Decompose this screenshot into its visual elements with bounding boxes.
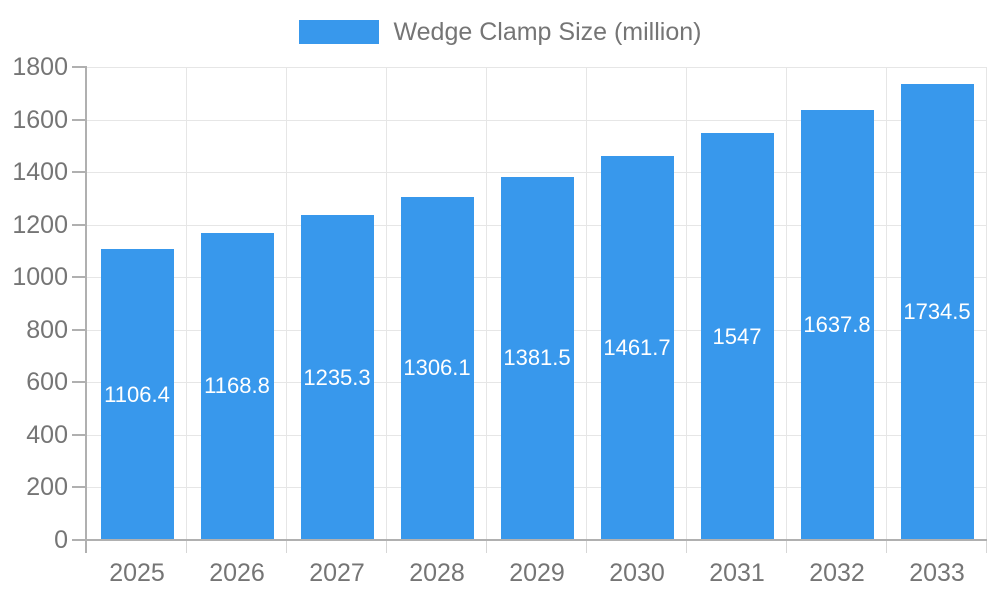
y-axis-tick	[72, 433, 87, 436]
bar-2026[interactable]	[200, 232, 274, 540]
bar-value-label: 1235.3	[303, 364, 371, 390]
y-axis-tick	[72, 276, 87, 279]
bar-value-label: 1381.5	[503, 345, 571, 371]
legend-color-swatch	[298, 20, 379, 44]
bar-value-label: 1637.8	[803, 311, 871, 337]
x-axis-label: 2033	[909, 559, 965, 587]
x-axis-tick	[986, 540, 987, 553]
bar-value-label: 1168.8	[204, 373, 270, 399]
bar-value-label: 1547	[712, 323, 762, 349]
y-axis-tick	[72, 171, 87, 174]
x-axis-label: 2028	[409, 559, 465, 587]
bar-2033[interactable]	[900, 84, 974, 540]
y-axis-line	[85, 67, 87, 553]
bar-2032[interactable]	[800, 109, 874, 540]
y-gridline	[87, 119, 987, 121]
x-axis-label: 2032	[809, 559, 865, 587]
y-axis-label: 200	[26, 473, 68, 502]
x-axis-label: 2025	[109, 559, 165, 587]
bar-2025[interactable]	[100, 249, 174, 540]
x-axis-tick	[786, 540, 787, 553]
bar-value-label: 1306.1	[403, 355, 471, 381]
x-gridline	[886, 67, 887, 540]
y-axis-label: 1600	[12, 105, 68, 134]
legend-label: Wedge Clamp Size (million)	[393, 17, 702, 46]
y-axis-label: 0	[54, 526, 68, 554]
y-axis-label: 800	[26, 315, 68, 344]
x-axis-line	[85, 539, 987, 541]
bar-value-label: 1106.4	[104, 381, 170, 407]
x-gridline	[186, 67, 187, 540]
bar-2028[interactable]	[400, 196, 474, 540]
x-axis-tick	[386, 540, 387, 553]
y-gridline	[87, 172, 987, 174]
y-axis-tick	[72, 381, 87, 384]
x-gridline	[386, 67, 387, 540]
x-axis-tick	[686, 540, 687, 553]
x-axis-label: 2026	[209, 559, 265, 587]
x-gridline	[986, 67, 987, 540]
bar-2027[interactable]	[300, 215, 374, 540]
bar-2029[interactable]	[500, 176, 574, 540]
bar-2030[interactable]	[600, 155, 674, 540]
y-axis-label: 600	[26, 368, 68, 397]
x-gridline	[786, 67, 787, 540]
y-axis-tick	[72, 539, 87, 541]
bar-2031[interactable]	[700, 133, 774, 540]
x-axis-tick	[886, 540, 887, 553]
x-axis-label: 2030	[609, 559, 665, 587]
y-axis-label: 1400	[12, 158, 68, 187]
y-axis-label: 1000	[12, 263, 68, 292]
y-gridline	[87, 67, 987, 68]
y-axis-label: 1200	[12, 210, 68, 239]
x-gridline	[486, 67, 487, 540]
y-axis-tick	[72, 223, 87, 226]
y-axis-tick	[72, 328, 87, 331]
x-axis-tick	[286, 540, 287, 553]
x-axis-label: 2029	[509, 559, 565, 587]
x-gridline	[586, 67, 587, 540]
y-axis-label: 400	[26, 420, 68, 449]
x-axis-label: 2027	[309, 559, 365, 587]
y-axis-tick	[72, 66, 87, 68]
x-axis-tick	[186, 540, 187, 553]
bar-value-label: 1461.7	[603, 334, 671, 360]
x-gridline	[686, 67, 687, 540]
x-axis-tick	[486, 540, 487, 553]
x-axis-tick	[586, 540, 587, 553]
x-axis-label: 2031	[709, 559, 765, 587]
x-gridline	[286, 67, 287, 540]
y-axis-tick	[72, 118, 87, 121]
legend[interactable]: Wedge Clamp Size (million)	[0, 17, 1000, 47]
bar-value-label: 1734.5	[903, 299, 971, 325]
y-axis-tick	[72, 486, 87, 489]
y-axis-label: 1800	[12, 53, 68, 81]
